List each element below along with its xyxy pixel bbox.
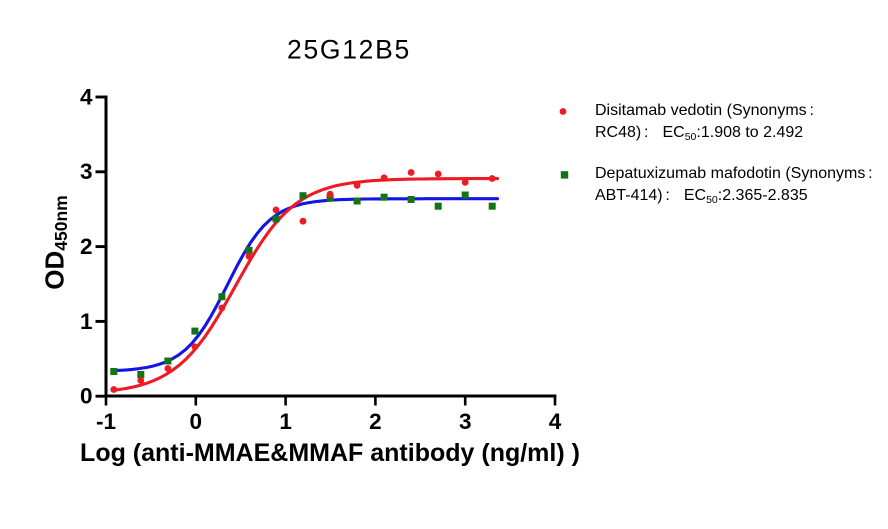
svg-text:Log (anti-MMAE&MMAF antibody (: Log (anti-MMAE&MMAF antibody (ng/ml) ) [80, 439, 580, 467]
svg-text:-1: -1 [96, 409, 116, 434]
svg-text:0: 0 [190, 409, 203, 434]
svg-text:4: 4 [549, 409, 562, 434]
svg-text:3: 3 [459, 409, 472, 434]
svg-text:25G12B5: 25G12B5 [287, 34, 411, 64]
svg-text:4: 4 [80, 84, 93, 109]
svg-text:3: 3 [80, 159, 93, 184]
svg-text:2: 2 [80, 234, 93, 259]
svg-text:0: 0 [80, 384, 93, 409]
svg-text:2: 2 [369, 409, 382, 434]
svg-text:OD450nm: OD450nm [40, 195, 72, 289]
svg-text:1: 1 [279, 409, 292, 434]
svg-text:1: 1 [80, 309, 93, 334]
